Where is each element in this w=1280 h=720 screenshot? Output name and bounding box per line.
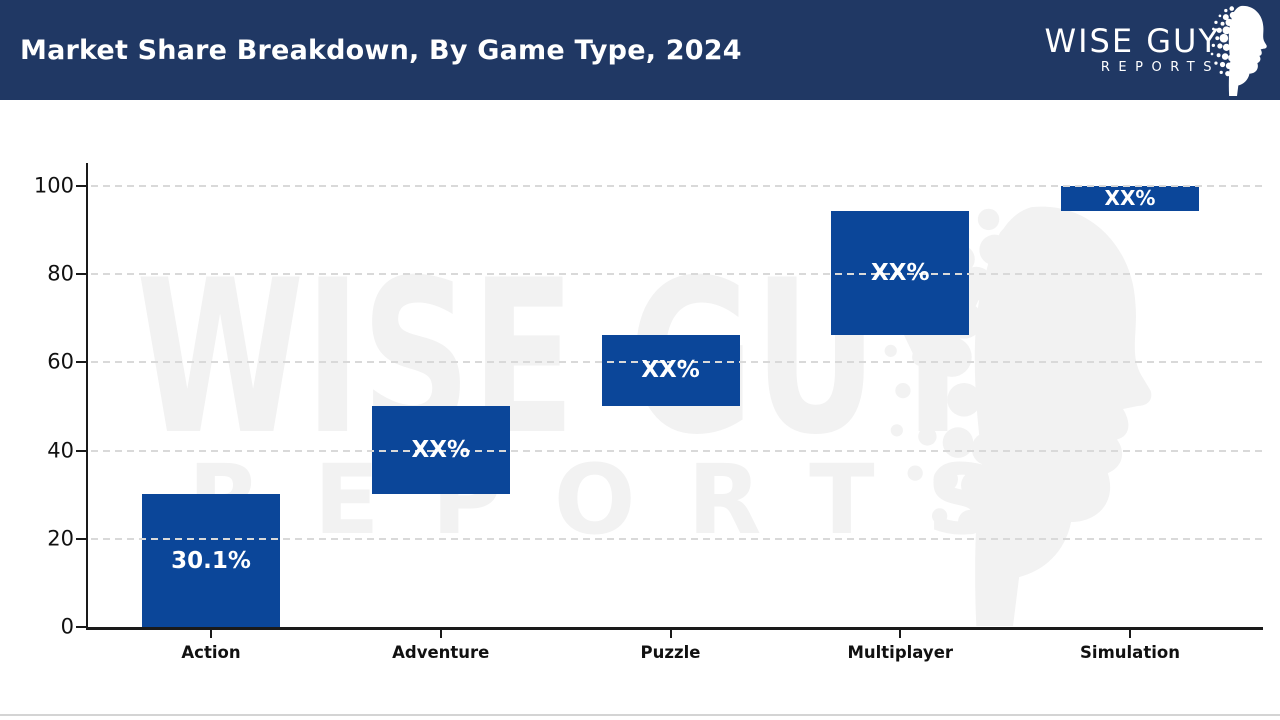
y-tick-label: 60	[47, 350, 74, 375]
x-tick-mark	[439, 630, 442, 638]
x-tick-mark	[210, 630, 212, 638]
logo-wordmark: WISE GUY	[1044, 22, 1220, 61]
y-tick-mark	[76, 185, 86, 188]
y-tick-label: 80	[47, 261, 74, 286]
bar-multiplayer	[831, 210, 970, 335]
y-tick-label: 40	[47, 438, 74, 463]
logo-head-icon	[1209, 5, 1267, 96]
y-tick-mark	[76, 273, 86, 276]
x-tick-label: Simulation	[1080, 643, 1180, 662]
bar-value-label: 30.1%	[171, 547, 251, 574]
gridline	[91, 449, 1263, 452]
y-axis-line	[86, 163, 88, 630]
x-tick-label: Adventure	[392, 643, 490, 662]
x-tick-mark	[1129, 630, 1131, 638]
x-tick-label: Multiplayer	[847, 643, 954, 662]
wiseguy-logo: WISE GUY REPORTS	[1044, 4, 1270, 96]
bar-action	[142, 494, 280, 627]
x-axis-line	[86, 627, 1263, 630]
gridline	[91, 537, 1263, 540]
bar-value-label: XX%	[870, 259, 930, 286]
y-tick-mark	[76, 449, 86, 452]
y-tick-mark	[76, 537, 86, 540]
logo-text: WISE GUY REPORTS	[1044, 25, 1220, 75]
x-tick-label: Action	[181, 643, 241, 662]
header: Market Share Breakdown, By Game Type, 20…	[0, 0, 1280, 100]
bar-value-label: XX%	[411, 436, 470, 463]
x-tick-mark	[899, 630, 902, 638]
y-tick-label: 20	[47, 526, 74, 551]
x-tick-mark	[669, 630, 672, 638]
bar-simulation	[1061, 186, 1199, 211]
bar-value-label: XX%	[641, 357, 700, 384]
bar-puzzle	[601, 334, 740, 406]
y-tick-mark	[76, 626, 86, 628]
page-title: Market Share Breakdown, By Game Type, 20…	[20, 34, 742, 66]
gridline	[91, 361, 1263, 364]
logo-subtitle: REPORTS	[1100, 59, 1220, 75]
y-tick-label: 0	[60, 614, 74, 639]
y-tick-label: 100	[33, 173, 74, 198]
bottom-rule	[0, 714, 1280, 716]
x-tick-label: Puzzle	[640, 643, 701, 662]
gridline	[91, 273, 1263, 276]
y-tick-mark	[76, 361, 86, 364]
bar-value-label: XX%	[1104, 186, 1156, 211]
gridline	[91, 185, 1263, 188]
watermark-subtitle: REPORTS	[188, 444, 1048, 556]
